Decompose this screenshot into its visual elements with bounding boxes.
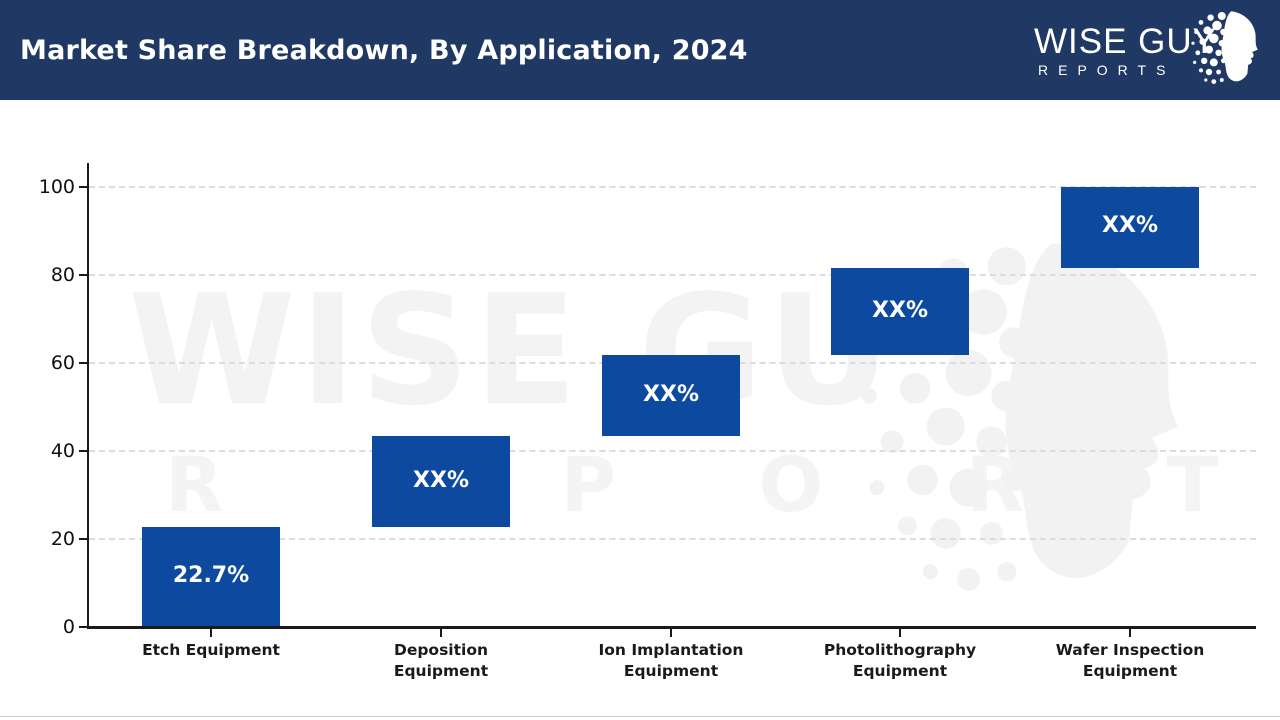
bar-value-label: 22.7% [172, 563, 250, 589]
bar-2: XX% [372, 436, 510, 528]
x-axis-category-label-line: Equipment [623, 662, 719, 680]
x-axis-spine [87, 626, 1256, 629]
y-axis-tick-label: 40 [50, 440, 75, 462]
y-axis-tick-label: 80 [50, 264, 75, 286]
y-axis-tick-label: 60 [50, 352, 75, 374]
bar-value-label: XX% [413, 467, 469, 493]
y-axis-tick-label: 100 [38, 176, 75, 198]
y-axis-tick [79, 538, 87, 540]
gridline-y-20 [89, 538, 1256, 540]
y-axis-spine [87, 163, 89, 629]
bar-5: XX% [1061, 187, 1199, 268]
x-axis-category-label: Ion Implantation Equipment [551, 640, 791, 682]
x-axis-category-label-line: Photolithography [823, 641, 977, 659]
bar-4: XX% [831, 267, 969, 356]
logo-text: WISE GUY REPORTS [1034, 22, 1218, 79]
y-axis-tick-label: 0 [62, 616, 75, 638]
x-axis-tick [440, 629, 442, 637]
y-axis-tick-label: 20 [50, 528, 75, 550]
bar-value-label: XX% [872, 297, 928, 323]
x-axis-category-label-line: Deposition [393, 641, 489, 659]
gridline-y-40 [89, 450, 1256, 452]
y-axis-tick [79, 274, 87, 276]
gridline-y-100 [89, 186, 1256, 188]
chart-title: Market Share Breakdown, By Application, … [20, 34, 748, 66]
x-axis-category-label: Photolithography Equipment [780, 640, 1020, 682]
bar-3: XX% [602, 355, 740, 437]
x-axis-tick [210, 629, 212, 637]
y-axis-tick [79, 186, 87, 188]
gridline-y-80 [89, 274, 1256, 276]
watermark-wordmark: WISE GU [128, 262, 895, 439]
x-axis-category-label-line: Equipment [393, 662, 489, 680]
logo-subtext: REPORTS [1038, 62, 1176, 78]
y-axis-tick [79, 450, 87, 452]
bar-1: 22.7% [142, 527, 280, 627]
logo-wordmark: WISE GUY [1034, 22, 1218, 61]
x-axis-tick [670, 629, 672, 637]
x-axis-category-label-line: Ion Implantation [598, 641, 744, 659]
x-axis-tick [1129, 629, 1131, 637]
page-bottom-border [0, 716, 1280, 717]
y-axis-tick [79, 362, 87, 364]
y-axis-tick [79, 626, 87, 628]
bar-value-label: XX% [1102, 213, 1158, 239]
x-axis-category-label: Etch Equipment [91, 640, 331, 661]
wise-guy-logo: WISE GUY REPORTS [1016, 6, 1266, 96]
x-axis-category-label-line: Wafer Inspection [1055, 641, 1205, 659]
x-axis-tick [899, 629, 901, 637]
x-axis-category-label-line: Etch Equipment [142, 641, 280, 659]
header-bar: Market Share Breakdown, By Application, … [0, 0, 1280, 100]
x-axis-category-label-line: Equipment [852, 662, 948, 680]
x-axis-category-label-line: Equipment [1082, 662, 1178, 680]
watermark-face-icon [861, 243, 1179, 591]
x-axis-category-label: Wafer Inspection Equipment [1010, 640, 1250, 682]
x-axis-category-label: Deposition Equipment [321, 640, 561, 682]
logo-face-icon [1191, 11, 1258, 84]
bar-value-label: XX% [643, 381, 699, 407]
